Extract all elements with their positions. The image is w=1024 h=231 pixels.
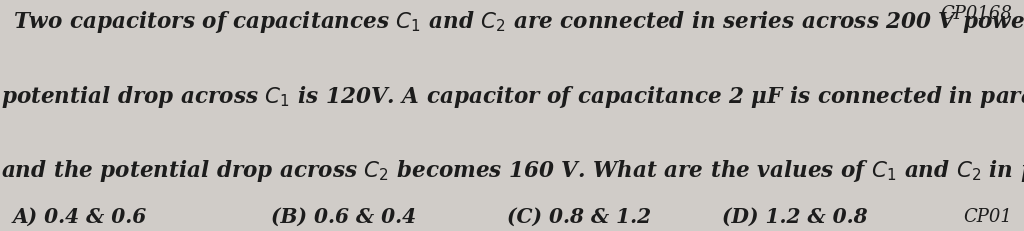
Text: Two capacitors of capacitances $C_1$ and $C_2$ are connected in series across 20: Two capacitors of capacitances $C_1$ and… (13, 9, 1024, 35)
Text: A) 0.4 & 0.6: A) 0.4 & 0.6 (12, 206, 146, 226)
Text: potential drop across $C_1$ is 120V. A capacitor of capacitance 2 μF is connecte: potential drop across $C_1$ is 120V. A c… (1, 84, 1024, 110)
Text: CP0168: CP0168 (940, 5, 1012, 23)
Text: (B) 0.6 & 0.4: (B) 0.6 & 0.4 (271, 206, 417, 226)
Text: CP01: CP01 (963, 208, 1012, 226)
Text: and the potential drop across $C_2$ becomes 160 V. What are the values of $C_1$ : and the potential drop across $C_2$ beco… (1, 158, 1024, 184)
Text: (C) 0.8 & 1.2: (C) 0.8 & 1.2 (507, 206, 651, 226)
Text: (D) 1.2 & 0.8: (D) 1.2 & 0.8 (722, 206, 867, 226)
